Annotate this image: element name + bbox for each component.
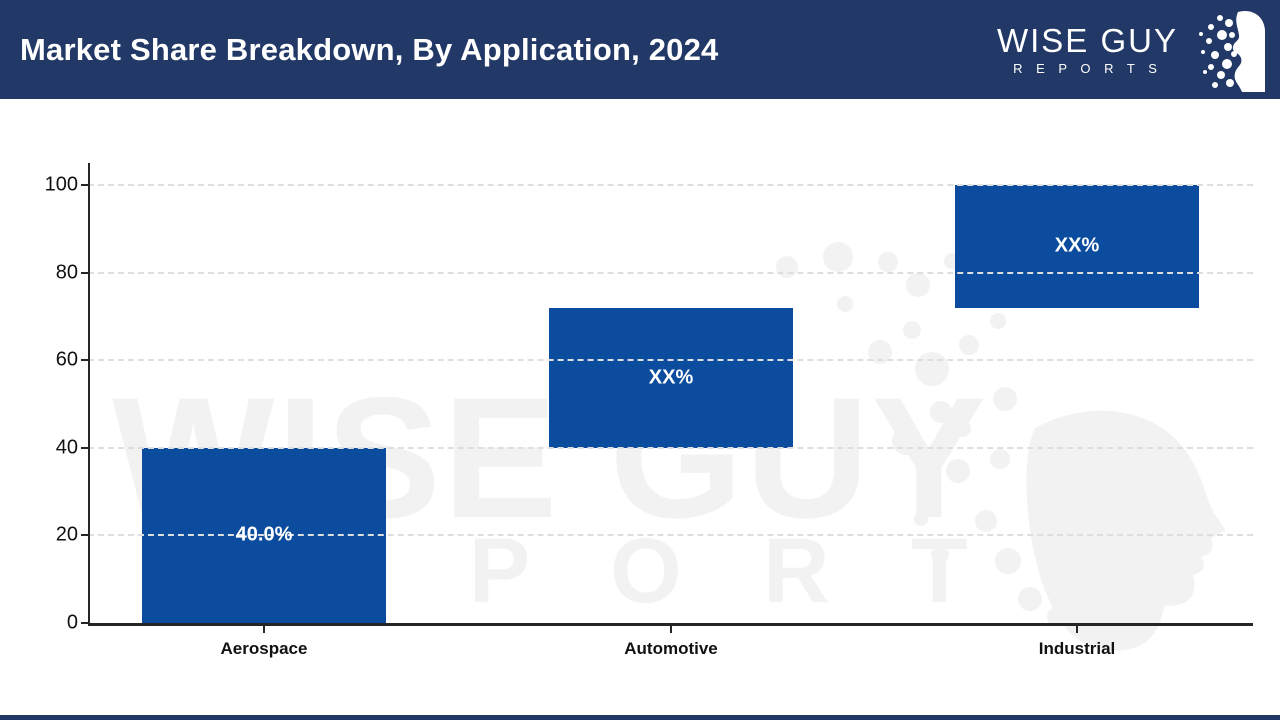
x-category-label: Aerospace (220, 639, 308, 658)
x-axis-line (88, 623, 1253, 626)
x-tick-mark (670, 626, 672, 633)
brand-subtitle: R E P O R T S (1013, 61, 1162, 76)
y-tick-label: 100 (44, 173, 78, 196)
page-title: Market Share Breakdown, By Application, … (20, 31, 719, 67)
bar-automotive (549, 307, 793, 448)
y-tick-mark (81, 184, 88, 186)
y-tick-mark (81, 622, 88, 624)
chart-area: WISE GUY R E P O R T S 40.0% XX% XX% 0 20 40 6… (0, 99, 1280, 715)
y-tick-label: 0 (66, 611, 78, 634)
y-tick-mark (81, 534, 88, 537)
gridline-y100 (88, 184, 1253, 186)
y-tick-mark (81, 446, 88, 449)
x-tick-mark (263, 626, 265, 633)
brand-name: WISE GUY (996, 22, 1178, 59)
x-tick-mark (1076, 626, 1078, 633)
y-axis-line (88, 163, 90, 626)
brand-text: WISE GUY R E P O R T S (997, 24, 1178, 75)
bar-industrial (955, 185, 1199, 308)
y-tick-label: 20 (55, 523, 78, 546)
y-tick-label: 80 (55, 261, 78, 284)
gridline-y80 (88, 271, 1253, 274)
bar-value-label: 40.0% (235, 523, 293, 546)
gridline-y40 (88, 446, 1253, 449)
header-bar: Market Share Breakdown, By Application, … (0, 0, 1280, 99)
gridline-y20 (88, 534, 1253, 537)
logo-face-icon (1182, 8, 1266, 92)
y-tick-mark (81, 271, 88, 274)
y-tick-label: 40 (55, 436, 78, 459)
y-tick-label: 60 (55, 348, 78, 371)
gridline-y60 (88, 359, 1253, 362)
footer-bar (0, 715, 1280, 720)
x-category-label: Automotive (624, 639, 718, 658)
bar-value-label: XX% (648, 366, 694, 389)
y-tick-mark (81, 359, 88, 362)
brand-logo: WISE GUY R E P O R T S (997, 8, 1266, 92)
bar-value-label: XX% (1054, 234, 1100, 257)
watermark-face-dots-icon (776, 242, 1226, 651)
x-category-label: Industrial (1038, 639, 1116, 658)
